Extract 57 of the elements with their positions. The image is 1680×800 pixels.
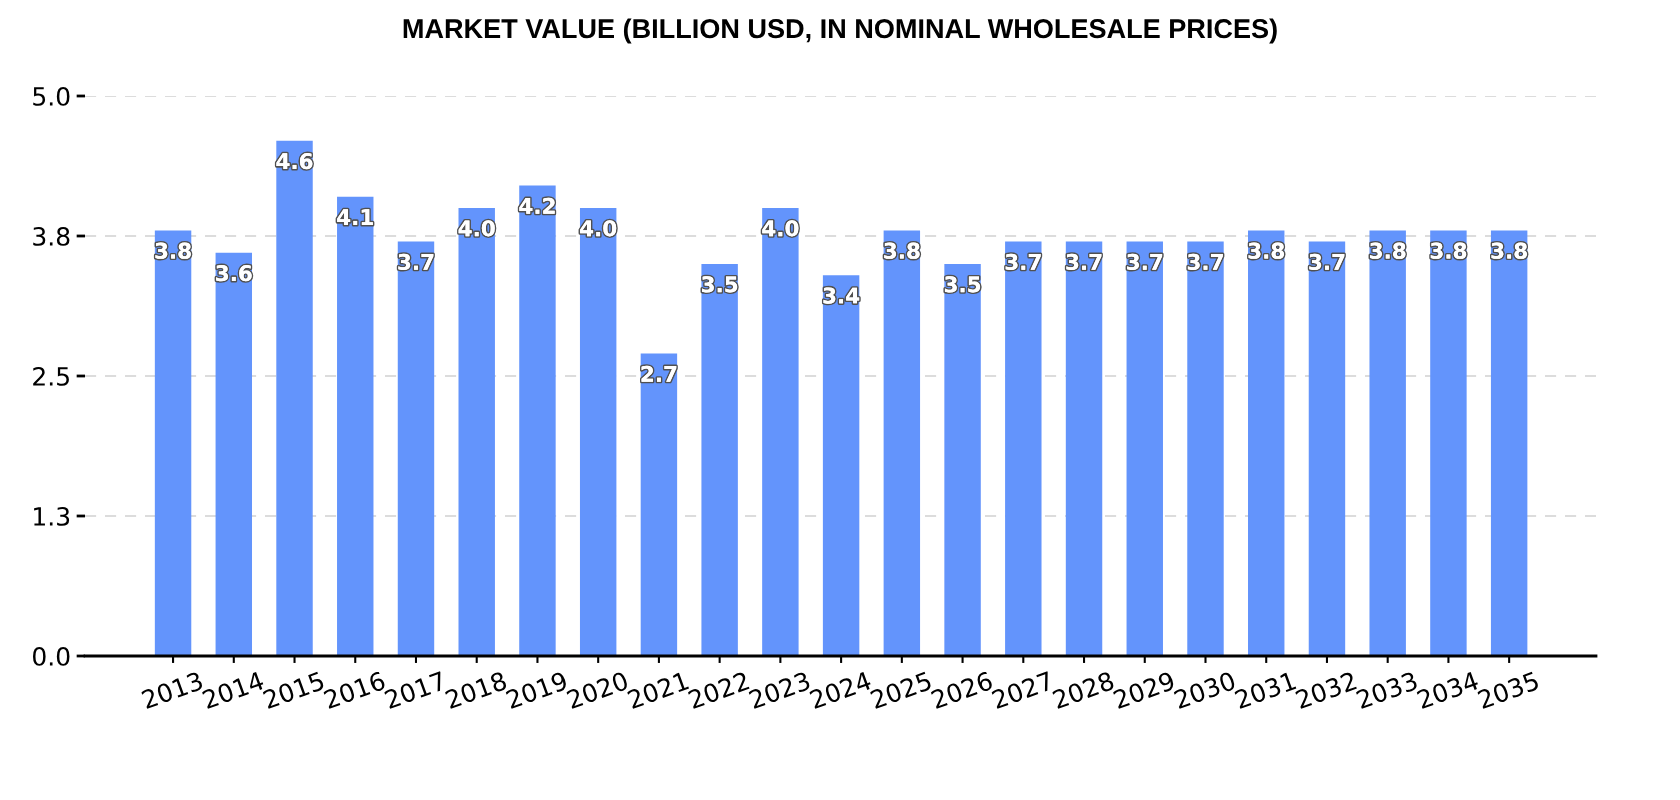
data-label: 3.8 (1370, 242, 1406, 259)
data-label: 3.7 (1187, 253, 1223, 271)
bar (1248, 230, 1285, 656)
data-label: 4.6 (276, 153, 313, 170)
data-label: 2.7 (641, 365, 677, 382)
bar (397, 241, 435, 656)
bar (1490, 230, 1528, 656)
bar (579, 208, 617, 656)
data-label: 3.6 (216, 264, 252, 282)
bar (519, 185, 556, 656)
bar (337, 196, 374, 656)
bar (215, 252, 253, 656)
data-label: 4.2 (519, 197, 555, 214)
bar (1308, 241, 1346, 656)
data-label: 3.8 (884, 242, 920, 259)
y-tick-label: 1.3 (34, 506, 70, 526)
bar (701, 264, 738, 656)
bar (458, 208, 495, 656)
bar (944, 264, 981, 656)
data-label: 3.7 (1005, 253, 1041, 271)
data-label: 3.8 (1248, 242, 1284, 259)
y-tick-label: 5.0 (33, 86, 70, 106)
bar (822, 275, 860, 656)
data-label: 3.7 (1127, 253, 1163, 271)
y-tick-label: 3.8 (33, 226, 70, 246)
data-label: 3.5 (944, 276, 981, 293)
x-tick-label: 2032 (1294, 671, 1357, 710)
data-label: 3.8 (1430, 242, 1467, 259)
y-tick-label: 2.5 (33, 366, 69, 386)
y-tick-label: 0.0 (33, 646, 70, 666)
x-tick-label: 2021 (626, 671, 690, 710)
x-tick-label: 2022 (687, 671, 750, 710)
data-label: 3.7 (1066, 253, 1102, 271)
x-tick-label: 2028 (1051, 670, 1115, 710)
x-tick-label: 2031 (1234, 671, 1297, 710)
bar (1005, 241, 1042, 656)
data-label: 4.0 (762, 220, 799, 237)
bar (1126, 241, 1163, 656)
bar (1369, 230, 1406, 656)
data-label: 3.7 (1309, 253, 1345, 271)
bar (1430, 230, 1467, 656)
bar (1187, 241, 1224, 656)
bar (762, 208, 799, 656)
bar (1065, 241, 1103, 656)
data-label: 3.8 (1491, 242, 1527, 259)
data-label: 3.8 (155, 242, 191, 259)
data-label: 4.1 (337, 209, 373, 225)
data-label: 3.5 (702, 276, 738, 293)
bar (883, 230, 921, 656)
data-label: 4.0 (458, 220, 495, 237)
bar (640, 353, 678, 656)
bar (276, 140, 313, 656)
bar (154, 230, 192, 656)
x-tick-label: 2023 (748, 670, 811, 710)
data-label: 3.7 (398, 253, 434, 271)
chart-title: MARKET VALUE (BILLION USD, IN NOMINAL WHOLESALE PRICES) (403, 18, 1277, 44)
x-tick-label: 2035 (1476, 671, 1540, 710)
